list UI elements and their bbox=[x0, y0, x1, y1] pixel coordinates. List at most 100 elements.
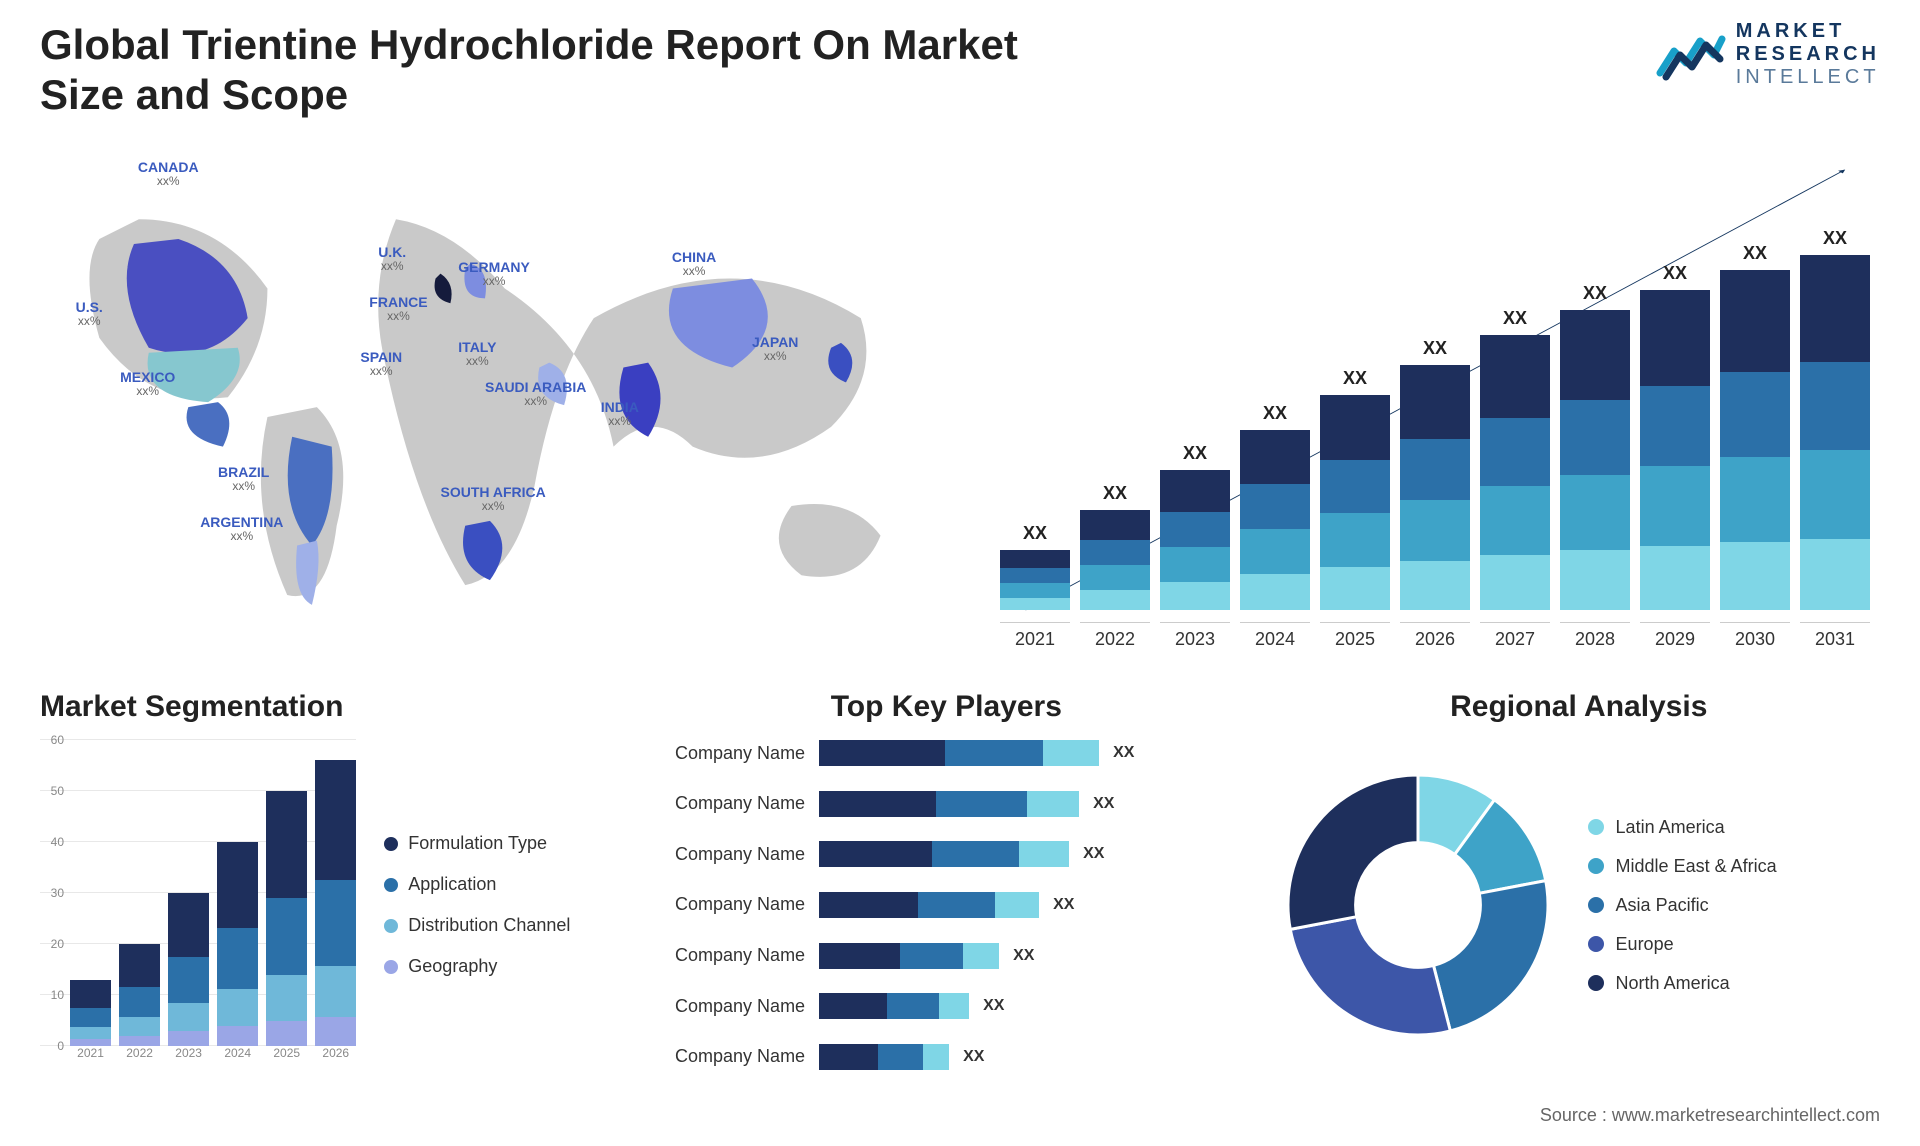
seg-ytick: 30 bbox=[40, 886, 64, 900]
map-label: SPAINxx% bbox=[360, 350, 402, 379]
brand-logo: MARKET RESEARCH INTELLECT bbox=[1656, 20, 1880, 89]
map-label: U.K.xx% bbox=[378, 245, 406, 274]
map-label: BRAZILxx% bbox=[218, 465, 269, 494]
seg-ytick: 40 bbox=[40, 835, 64, 849]
segmentation-legend: Formulation Type Application Distribution … bbox=[356, 740, 615, 1070]
forecast-year: 2029 bbox=[1640, 622, 1710, 650]
player-value: XX bbox=[983, 997, 1004, 1015]
forecast-bar bbox=[1160, 470, 1230, 610]
forecast-bar bbox=[1640, 290, 1710, 610]
forecast-chart: XXXXXXXXXXXXXXXXXXXXXX 20212022202320242… bbox=[990, 150, 1880, 650]
player-name: Company Name bbox=[645, 793, 805, 814]
seg-year: 2022 bbox=[119, 1046, 160, 1070]
map-label: FRANCExx% bbox=[369, 295, 427, 324]
seg-ytick: 0 bbox=[40, 1039, 64, 1053]
regional-legend: Latin America Middle East & Africa Asia Pa… bbox=[1588, 817, 1777, 994]
forecast-col: XX bbox=[1560, 283, 1630, 610]
seg-bar bbox=[168, 893, 209, 1046]
seg-bar bbox=[266, 791, 307, 1046]
regional-section: Regional Analysis Latin America Middle Ea… bbox=[1278, 690, 1880, 1070]
seg-legend-item: Formulation Type bbox=[384, 833, 615, 854]
seg-bar bbox=[217, 842, 258, 1046]
forecast-xaxis: 2021202220232024202520262027202820292030… bbox=[990, 622, 1880, 650]
players-chart: Company Name XX Company Name XX Company Name… bbox=[645, 740, 1247, 1070]
seg-year: 2026 bbox=[315, 1046, 356, 1070]
player-value: XX bbox=[1083, 845, 1104, 863]
region-legend-item: Latin America bbox=[1588, 817, 1777, 838]
player-bar bbox=[819, 892, 1039, 918]
seg-year: 2025 bbox=[266, 1046, 307, 1070]
segmentation-title: Market Segmentation bbox=[40, 690, 615, 724]
forecast-value-label: XX bbox=[1423, 338, 1447, 359]
regional-title: Regional Analysis bbox=[1450, 690, 1707, 724]
player-name: Company Name bbox=[645, 844, 805, 865]
forecast-bar bbox=[1480, 335, 1550, 610]
player-value: XX bbox=[1113, 744, 1134, 762]
forecast-value-label: XX bbox=[1743, 243, 1767, 264]
forecast-value-label: XX bbox=[1023, 523, 1047, 544]
map-label: JAPANxx% bbox=[752, 335, 798, 364]
seg-ytick: 10 bbox=[40, 988, 64, 1002]
logo-text-2: RESEARCH bbox=[1736, 43, 1880, 66]
forecast-year: 2028 bbox=[1560, 622, 1630, 650]
map-label: SAUDI ARABIAxx% bbox=[485, 380, 586, 409]
seg-legend-item: Distribution Channel bbox=[384, 915, 615, 936]
segmentation-chart: 0102030405060202120222023202420252026 bbox=[40, 740, 356, 1070]
header: Global Trientine Hydrochloride Report On… bbox=[40, 20, 1880, 121]
seg-year: 2023 bbox=[168, 1046, 209, 1070]
forecast-col: XX bbox=[1320, 368, 1390, 610]
forecast-bar bbox=[1000, 550, 1070, 610]
player-row: Company NameXX bbox=[645, 993, 1247, 1019]
logo-text-3: INTELLECT bbox=[1736, 66, 1880, 89]
player-name: Company Name bbox=[645, 1046, 805, 1067]
logo-text-1: MARKET bbox=[1736, 20, 1880, 43]
forecast-value-label: XX bbox=[1103, 483, 1127, 504]
forecast-col: XX bbox=[1720, 243, 1790, 610]
forecast-bar bbox=[1080, 510, 1150, 610]
map-label: ARGENTINAxx% bbox=[200, 515, 283, 544]
seg-ytick: 50 bbox=[40, 784, 64, 798]
forecast-year: 2030 bbox=[1720, 622, 1790, 650]
forecast-bar bbox=[1720, 270, 1790, 610]
player-row: Company Name XX bbox=[645, 841, 1247, 867]
map-label: U.S.xx% bbox=[76, 300, 103, 329]
forecast-bars: XXXXXXXXXXXXXXXXXXXXXX bbox=[990, 150, 1880, 610]
segmentation-section: Market Segmentation 01020304050602021202… bbox=[40, 690, 615, 1070]
forecast-col: XX bbox=[1240, 403, 1310, 610]
player-bar bbox=[819, 841, 1069, 867]
forecast-col: XX bbox=[1160, 443, 1230, 610]
player-row: Company NameXX bbox=[645, 791, 1247, 817]
seg-legend-item: Geography bbox=[384, 956, 615, 977]
player-bar bbox=[819, 943, 999, 969]
map-label: ITALYxx% bbox=[458, 340, 496, 369]
forecast-year: 2031 bbox=[1800, 622, 1870, 650]
bottom-row: Market Segmentation 01020304050602021202… bbox=[40, 690, 1880, 1070]
forecast-value-label: XX bbox=[1343, 368, 1367, 389]
player-name: Company Name bbox=[645, 894, 805, 915]
forecast-col: XX bbox=[1000, 523, 1070, 610]
forecast-bar bbox=[1240, 430, 1310, 610]
region-legend-item: Asia Pacific bbox=[1588, 895, 1777, 916]
seg-ytick: 60 bbox=[40, 733, 64, 747]
seg-year: 2021 bbox=[70, 1046, 111, 1070]
forecast-value-label: XX bbox=[1183, 443, 1207, 464]
players-title: Top Key Players bbox=[645, 690, 1247, 724]
forecast-col: XX bbox=[1400, 338, 1470, 610]
region-legend-item: Europe bbox=[1588, 934, 1777, 955]
region-legend-item: Middle East & Africa bbox=[1588, 856, 1777, 877]
seg-bar bbox=[315, 760, 356, 1046]
donut-svg bbox=[1278, 765, 1558, 1045]
forecast-value-label: XX bbox=[1823, 228, 1847, 249]
forecast-value-label: XX bbox=[1263, 403, 1287, 424]
logo-icon bbox=[1656, 29, 1726, 81]
player-row: Company NameXX bbox=[645, 943, 1247, 969]
seg-legend-item: Application bbox=[384, 874, 615, 895]
forecast-bar bbox=[1800, 255, 1870, 610]
forecast-year: 2025 bbox=[1320, 622, 1390, 650]
forecast-col: XX bbox=[1640, 263, 1710, 610]
forecast-bar bbox=[1320, 395, 1390, 610]
top-row: CANADAxx%U.S.xx%MEXICOxx%BRAZILxx%ARGENT… bbox=[40, 150, 1880, 650]
forecast-year: 2021 bbox=[1000, 622, 1070, 650]
forecast-value-label: XX bbox=[1583, 283, 1607, 304]
player-value: XX bbox=[1053, 896, 1074, 914]
